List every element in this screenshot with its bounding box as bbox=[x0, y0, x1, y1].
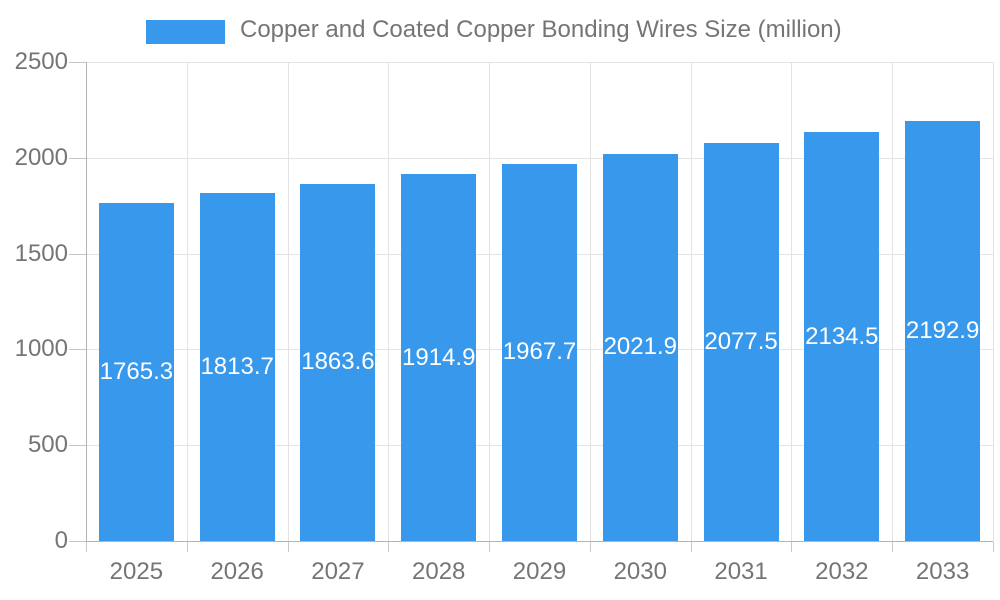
bar-value-label: 2077.5 bbox=[704, 327, 778, 355]
y-tick-mark bbox=[69, 541, 86, 542]
legend-swatch bbox=[146, 20, 225, 44]
bar[interactable] bbox=[401, 174, 477, 541]
y-axis-line bbox=[86, 62, 87, 541]
x-axis-tick-label: 2025 bbox=[109, 558, 164, 585]
bar[interactable] bbox=[703, 142, 779, 541]
y-axis-tick-label: 2500 bbox=[14, 48, 68, 75]
v-gridline bbox=[388, 62, 389, 541]
y-axis-tick-label: 500 bbox=[27, 431, 68, 458]
v-gridline bbox=[892, 62, 893, 541]
bar[interactable] bbox=[502, 163, 577, 541]
v-gridline bbox=[489, 62, 490, 541]
x-tick-mark bbox=[86, 542, 87, 552]
bar[interactable] bbox=[804, 132, 880, 541]
y-axis-tick-label: 1000 bbox=[14, 335, 68, 362]
x-tick-mark bbox=[791, 542, 792, 552]
bar[interactable] bbox=[300, 183, 376, 541]
x-tick-mark bbox=[993, 542, 994, 552]
v-gridline bbox=[288, 62, 289, 541]
bar[interactable] bbox=[602, 153, 678, 541]
x-axis-tick-label: 2030 bbox=[613, 558, 667, 585]
bar[interactable] bbox=[98, 202, 174, 541]
v-gridline bbox=[691, 62, 692, 541]
v-gridline bbox=[187, 62, 188, 541]
y-tick-mark bbox=[69, 254, 86, 255]
y-axis-tick-label: 2000 bbox=[14, 144, 68, 171]
h-gridline bbox=[86, 158, 993, 159]
x-tick-mark bbox=[691, 542, 692, 552]
x-axis-tick-label: 2026 bbox=[210, 558, 264, 585]
x-tick-mark bbox=[892, 542, 893, 552]
x-tick-mark bbox=[388, 542, 389, 552]
x-axis-tick-label: 2031 bbox=[714, 558, 768, 585]
x-axis-tick-label: 2033 bbox=[915, 558, 970, 585]
x-axis-tick-label: 2028 bbox=[412, 558, 466, 585]
x-tick-mark bbox=[288, 542, 289, 552]
y-tick-mark bbox=[69, 62, 86, 63]
y-tick-mark bbox=[69, 349, 86, 350]
bar-value-label: 1813.7 bbox=[200, 353, 274, 381]
bar-value-label: 2192.9 bbox=[905, 316, 980, 344]
h-gridline bbox=[86, 62, 993, 63]
x-tick-mark bbox=[187, 542, 188, 552]
x-axis-tick-label: 2027 bbox=[311, 558, 365, 585]
y-axis-tick-label: 1500 bbox=[14, 240, 68, 267]
bar[interactable] bbox=[905, 120, 981, 541]
bar-value-label: 1967.7 bbox=[502, 338, 577, 366]
x-tick-mark bbox=[489, 542, 490, 552]
bar-value-label: 2021.9 bbox=[603, 333, 677, 361]
v-gridline bbox=[993, 62, 994, 541]
chart-title: Copper and Coated Copper Bonding Wires S… bbox=[240, 16, 842, 43]
bar-value-label: 1765.3 bbox=[99, 357, 174, 385]
y-axis-tick-label: 0 bbox=[54, 527, 68, 554]
x-tick-mark bbox=[590, 542, 591, 552]
x-axis-tick-label: 2032 bbox=[815, 558, 869, 585]
x-axis-line bbox=[86, 541, 993, 542]
v-gridline bbox=[791, 62, 792, 541]
v-gridline bbox=[590, 62, 591, 541]
bar-value-label: 1914.9 bbox=[402, 343, 476, 371]
bar[interactable] bbox=[199, 193, 275, 541]
y-tick-mark bbox=[69, 445, 86, 446]
x-axis-tick-label: 2029 bbox=[512, 558, 567, 585]
y-tick-mark bbox=[69, 158, 86, 159]
bar-value-label: 1863.6 bbox=[301, 348, 375, 376]
bar-value-label: 2134.5 bbox=[805, 322, 879, 350]
